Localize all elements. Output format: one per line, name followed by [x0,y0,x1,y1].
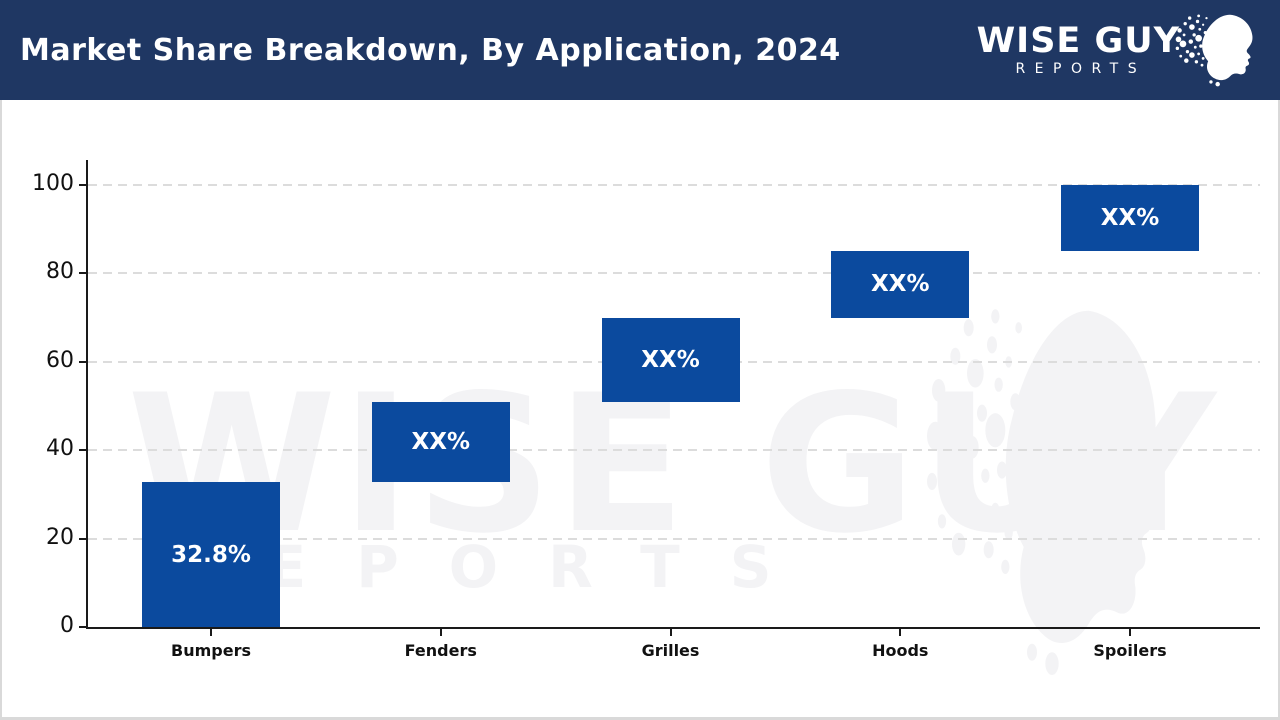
wiseguy-logo: WISE GUY REPORTS [977,13,1258,87]
x-tick-grilles [669,629,672,636]
y-tick-20 [79,537,86,540]
y-tick-80 [79,272,86,275]
logo-text: WISE GUY REPORTS [976,21,1180,77]
gridline-40 [88,449,1260,452]
bar-label-grilles: XX% [641,346,700,373]
bar-fenders: XX% [371,401,510,483]
bar-spoilers: XX% [1061,185,1199,252]
logo-subtext: REPORTS [1015,61,1147,77]
bar-grilles: XX% [601,317,740,402]
gridline-100 [88,184,1260,186]
x-tick-label-spoilers: Spoilers [1093,641,1167,660]
bar-bumpers: 32.8% [142,482,280,627]
x-tick-label-grilles: Grilles [641,641,700,660]
bar-label-hoods: XX% [870,271,930,298]
x-axis [86,627,1260,629]
x-tick-label-hoods: Hoods [872,641,929,660]
x-tick-spoilers [1129,629,1131,636]
y-tick-label-80: 80 [46,259,74,285]
y-axis [86,160,88,629]
x-tick-bumpers [210,629,212,636]
y-tick-label-100: 100 [32,171,74,196]
bar-hoods: XX% [831,251,970,318]
gridline-20 [88,537,1260,540]
bar-label-fenders: XX% [411,428,470,455]
y-tick-60 [79,360,86,363]
y-tick-100 [79,184,86,186]
bar-label-bumpers: 32.8% [171,541,251,568]
chart-title: Market Share Breakdown, By Application, … [20,32,841,68]
header: Market Share Breakdown, By Application, … [0,0,1280,100]
x-tick-label-bumpers: Bumpers [171,641,251,660]
y-tick-40 [79,449,86,452]
x-tick-fenders [439,629,442,636]
y-tick-label-60: 60 [46,347,74,373]
gridline-80 [88,272,1260,275]
wiseguy-face-icon [1175,14,1253,87]
y-tick-label-0: 0 [60,613,74,638]
x-tick-label-fenders: Fenders [404,641,477,660]
logo-wordmark: WISE GUY [976,21,1180,61]
y-tick-label-20: 20 [46,524,74,550]
y-tick-0 [79,626,86,628]
y-tick-label-40: 40 [46,436,74,462]
x-tick-hoods [899,629,902,636]
bar-label-spoilers: XX% [1100,205,1160,232]
